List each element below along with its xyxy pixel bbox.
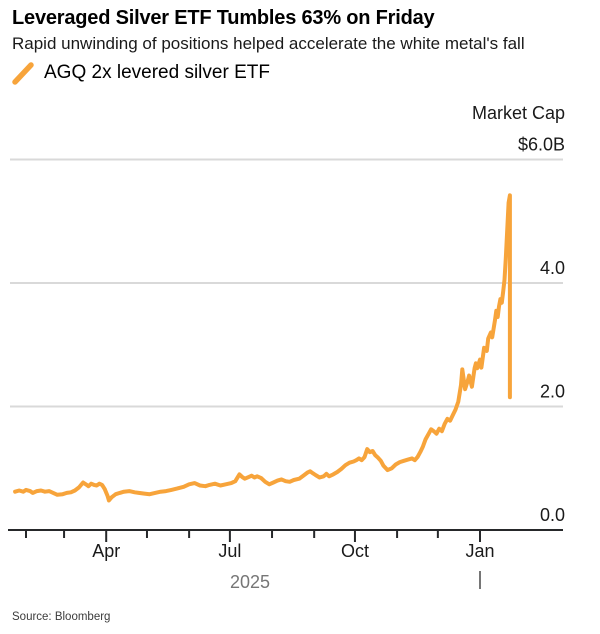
y-axis-title: Market Cap <box>471 103 565 123</box>
x-axis-year-label: 2025 <box>230 572 270 592</box>
gridlines <box>10 158 563 408</box>
x-tick-label: Jul <box>218 541 241 561</box>
y-axis-labels: $6.0B 4.0 2.0 0.0 <box>518 135 565 526</box>
y-tick-label: 2.0 <box>540 382 565 402</box>
series-slash-icon <box>12 62 34 85</box>
page-subtitle: Rapid unwinding of positions helped acce… <box>12 34 525 53</box>
y-tick-label: $6.0B <box>518 135 565 155</box>
y-tick-label: 0.0 <box>540 505 565 525</box>
x-axis-labels: Apr Jul Oct Jan <box>92 541 494 561</box>
source-attribution: Source: Bloomberg <box>12 611 111 623</box>
x-tick-label: Apr <box>92 541 120 561</box>
legend-series-label: AGQ 2x levered silver ETF <box>44 62 270 83</box>
x-tick-label: Jan <box>465 541 494 561</box>
y-tick-label: 4.0 <box>540 258 565 278</box>
series-lines <box>13 193 512 503</box>
x-tick-label: Oct <box>341 541 369 561</box>
page-title: Leveraged Silver ETF Tumbles 63% on Frid… <box>12 7 435 29</box>
legend: AGQ 2x levered silver ETF <box>12 60 270 86</box>
x-axis-ticks <box>25 530 482 542</box>
series-line-agq <box>13 193 512 503</box>
